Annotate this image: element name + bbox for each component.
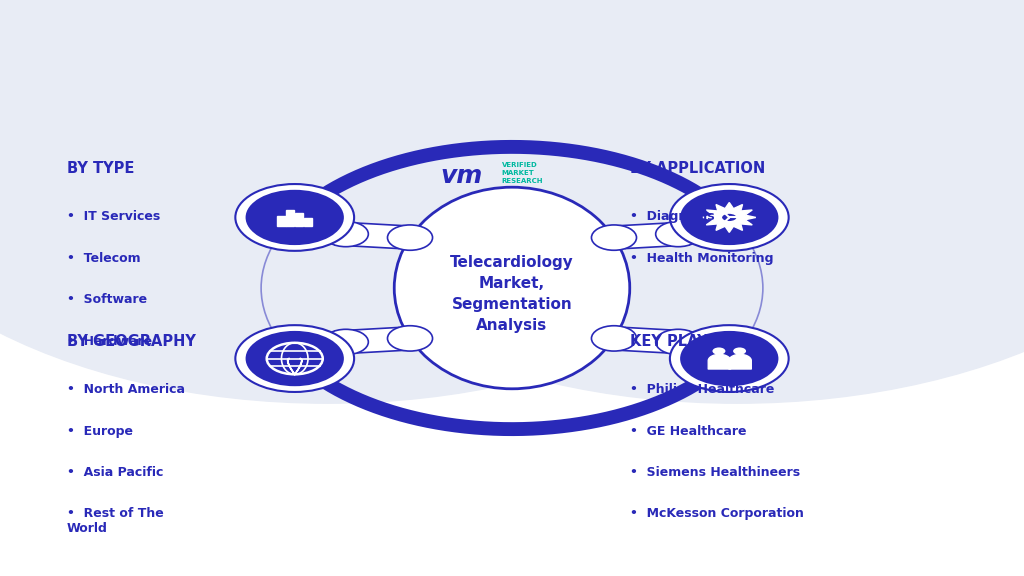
Text: •  Asia Pacific: • Asia Pacific bbox=[67, 466, 163, 479]
Circle shape bbox=[655, 221, 700, 247]
Bar bbox=[304, 218, 312, 226]
Text: vm: vm bbox=[440, 164, 482, 188]
Text: VERIFIED
MARKET
RESEARCH: VERIFIED MARKET RESEARCH bbox=[502, 162, 544, 184]
Text: •  Telecom: • Telecom bbox=[67, 252, 140, 265]
Text: BY APPLICATION: BY APPLICATION bbox=[630, 161, 765, 176]
Polygon shape bbox=[335, 327, 421, 353]
Circle shape bbox=[592, 326, 637, 351]
Bar bbox=[295, 213, 303, 226]
Polygon shape bbox=[603, 327, 689, 353]
Circle shape bbox=[680, 331, 778, 386]
Circle shape bbox=[733, 347, 746, 355]
Circle shape bbox=[236, 325, 354, 392]
Circle shape bbox=[387, 326, 432, 351]
Circle shape bbox=[670, 184, 788, 251]
Text: BY TYPE: BY TYPE bbox=[67, 161, 134, 176]
Text: Telecardiology
Market,
Segmentation
Analysis: Telecardiology Market, Segmentation Anal… bbox=[451, 255, 573, 333]
Polygon shape bbox=[335, 223, 421, 249]
Text: •  GE Healthcare: • GE Healthcare bbox=[630, 425, 746, 438]
Text: •  McKesson Corporation: • McKesson Corporation bbox=[630, 507, 804, 521]
Circle shape bbox=[324, 221, 369, 247]
Bar bbox=[278, 215, 286, 226]
Circle shape bbox=[713, 347, 725, 355]
Text: •  IT Services: • IT Services bbox=[67, 210, 160, 223]
Circle shape bbox=[387, 225, 432, 250]
Circle shape bbox=[680, 190, 778, 245]
Polygon shape bbox=[702, 203, 756, 232]
Text: •  Software: • Software bbox=[67, 293, 146, 306]
Circle shape bbox=[246, 331, 344, 386]
Text: KEY PLAYERS: KEY PLAYERS bbox=[630, 334, 739, 349]
Circle shape bbox=[592, 225, 637, 251]
Text: •  Europe: • Europe bbox=[67, 425, 132, 438]
Text: •  Siemens Healthineers: • Siemens Healthineers bbox=[630, 466, 800, 479]
Ellipse shape bbox=[394, 187, 630, 389]
Text: •  Philips Healthcare: • Philips Healthcare bbox=[630, 383, 774, 396]
Text: •  Diagnosis: • Diagnosis bbox=[630, 210, 715, 223]
Text: •  North America: • North America bbox=[67, 383, 184, 396]
Text: •  Rest of The
World: • Rest of The World bbox=[67, 507, 163, 536]
Circle shape bbox=[246, 0, 1024, 403]
Polygon shape bbox=[603, 223, 689, 249]
Circle shape bbox=[670, 325, 788, 392]
Circle shape bbox=[721, 213, 737, 222]
Text: •  Health Monitoring: • Health Monitoring bbox=[630, 252, 773, 265]
Circle shape bbox=[246, 190, 344, 245]
Text: BY GEOGRAPHY: BY GEOGRAPHY bbox=[67, 334, 196, 349]
Circle shape bbox=[324, 329, 369, 355]
Circle shape bbox=[236, 184, 354, 251]
Text: •  Hardware: • Hardware bbox=[67, 335, 152, 348]
Bar bbox=[286, 210, 295, 226]
Circle shape bbox=[0, 0, 819, 403]
Circle shape bbox=[655, 329, 700, 355]
